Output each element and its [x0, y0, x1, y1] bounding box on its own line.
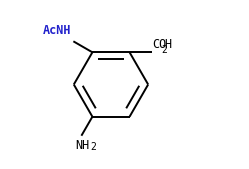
- Text: CO: CO: [152, 39, 167, 51]
- Text: 2: 2: [91, 142, 97, 152]
- Text: NH: NH: [75, 139, 89, 152]
- Text: H: H: [164, 39, 171, 51]
- Text: AcNH: AcNH: [43, 24, 72, 37]
- Text: 2: 2: [161, 45, 167, 55]
